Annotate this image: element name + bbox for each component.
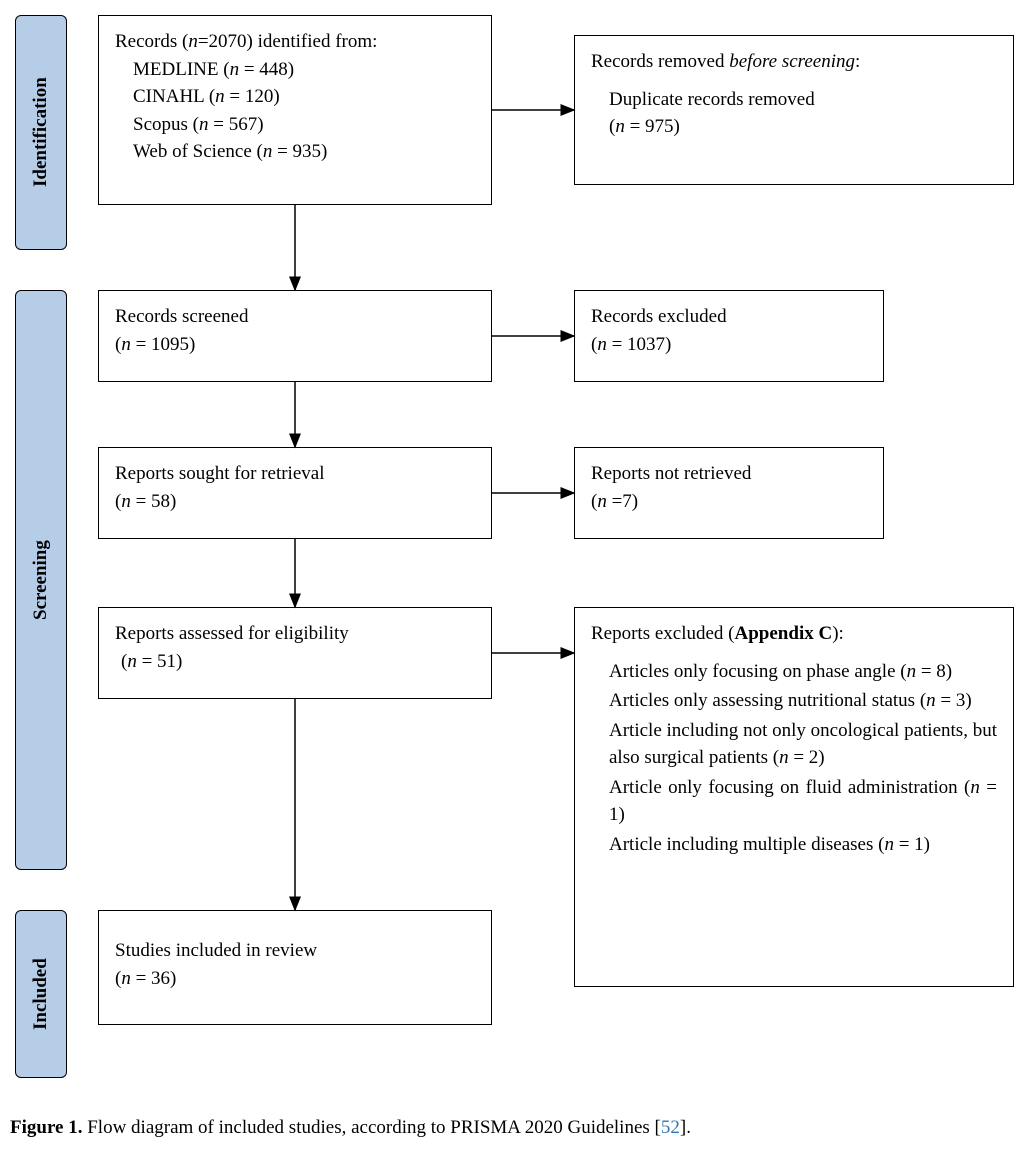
stage-screening: Screening: [15, 290, 67, 870]
excluded2-reasons: Articles only focusing on phase angle (n…: [591, 658, 997, 859]
removed-before-sub: Duplicate records removed (n = 975): [591, 86, 997, 141]
stage-identification: Identification: [15, 15, 67, 250]
exclusion-reason: Article only focusing on fluid administr…: [609, 774, 997, 829]
box-removed-before: Records removed before screening: Duplic…: [574, 35, 1014, 185]
identified-source-row: Web of Science (n = 935): [133, 138, 475, 166]
stage-included-label: Included: [30, 958, 52, 1030]
exclusion-reason: Article including not only oncological p…: [609, 717, 997, 772]
identified-source-row: CINAHL (n = 120): [133, 83, 475, 111]
identified-title: Records (n=2070) identified from:: [115, 28, 475, 56]
stage-included: Included: [15, 910, 67, 1078]
box-included: Studies included in review (n = 36): [98, 910, 492, 1025]
box-not-retrieved: Reports not retrieved (n =7): [574, 447, 884, 539]
stage-screening-label: Screening: [30, 540, 52, 620]
box-eligibility: Reports assessed for eligibility (n = 51…: [98, 607, 492, 699]
box-retrieval: Reports sought for retrieval (n = 58): [98, 447, 492, 539]
excluded2-title: Reports excluded (Appendix C):: [591, 620, 997, 648]
identified-source-row: Scopus (n = 567): [133, 111, 475, 139]
exclusion-reason: Articles only focusing on phase angle (n…: [609, 658, 997, 686]
box-excluded-2: Reports excluded (Appendix C): Articles …: [574, 607, 1014, 987]
box-identified: Records (n=2070) identified from: MEDLIN…: [98, 15, 492, 205]
removed-before-title: Records removed before screening:: [591, 48, 997, 76]
figure-caption: Figure 1. Flow diagram of included studi…: [10, 1117, 1024, 1139]
box-excluded-1: Records excluded (n = 1037): [574, 290, 884, 382]
box-screened: Records screened (n = 1095): [98, 290, 492, 382]
exclusion-reason: Articles only assessing nutritional stat…: [609, 687, 997, 715]
exclusion-reason: Article including multiple diseases (n =…: [609, 831, 997, 859]
identified-sources: MEDLINE (n = 448)CINAHL (n = 120)Scopus …: [115, 56, 475, 166]
identified-source-row: MEDLINE (n = 448): [133, 56, 475, 84]
prisma-flowchart: Identification Screening Included Record…: [10, 15, 1024, 1105]
stage-identification-label: Identification: [30, 78, 52, 188]
